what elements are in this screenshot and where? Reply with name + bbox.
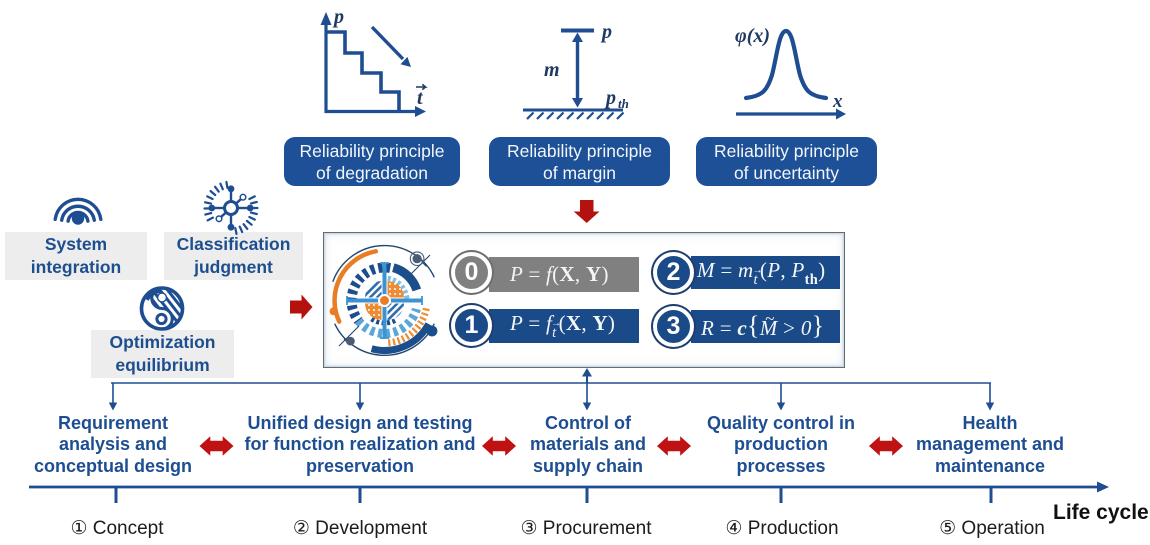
svg-text:m: m (544, 59, 560, 81)
svg-text:p: p (332, 6, 344, 28)
svg-text:φ(x): φ(x) (735, 25, 770, 47)
svg-text:p: p (604, 87, 616, 109)
svg-text:x: x (832, 91, 843, 112)
svg-text:t: t (417, 87, 424, 109)
svg-text:th: th (618, 96, 629, 111)
svg-text:p: p (600, 21, 612, 43)
